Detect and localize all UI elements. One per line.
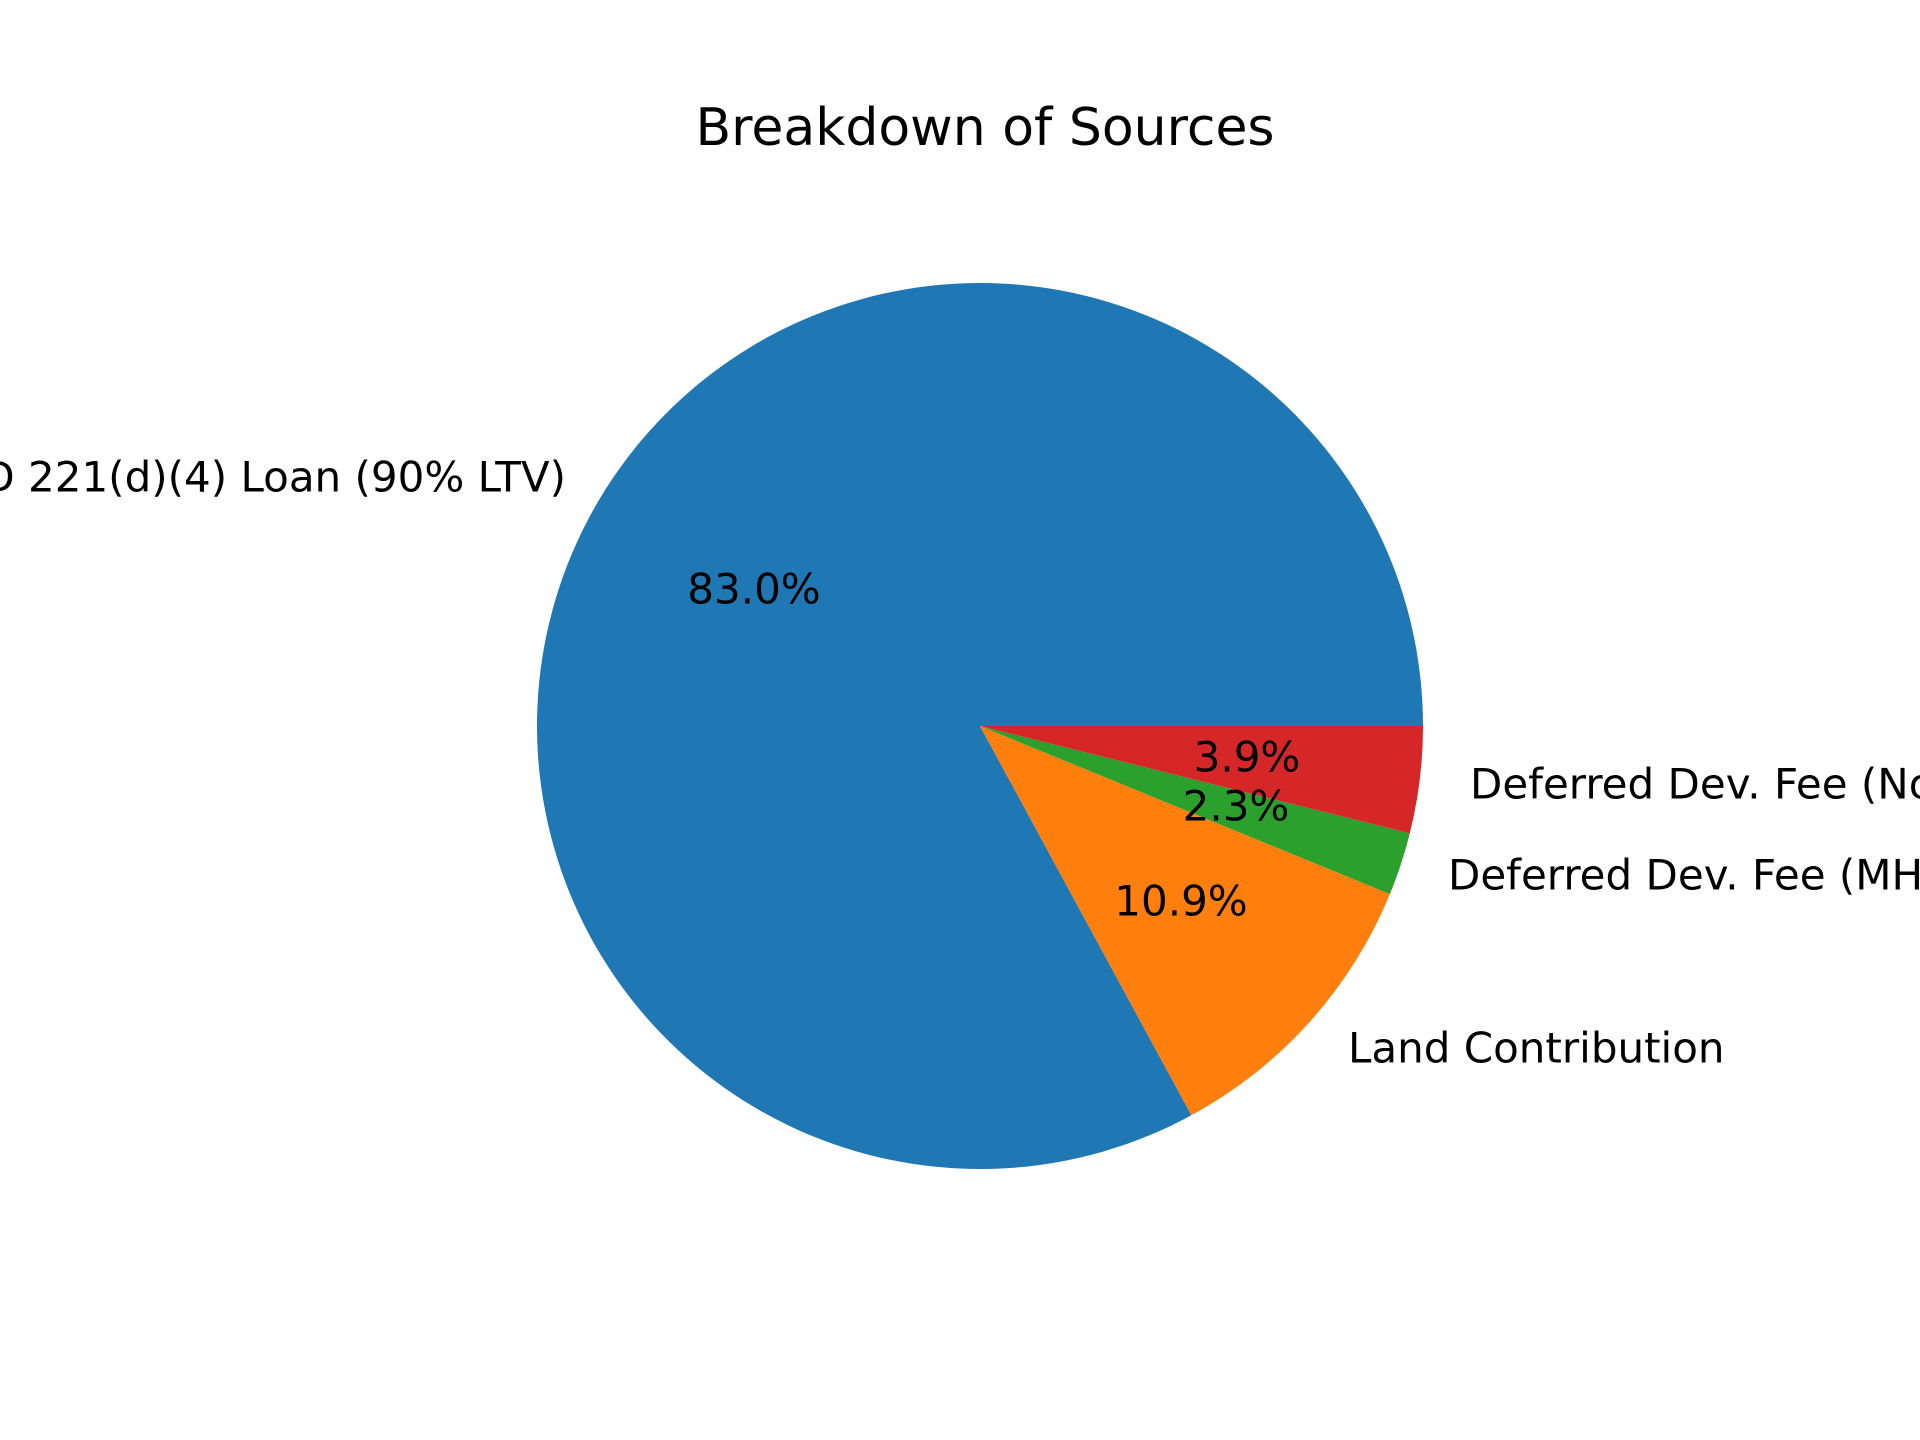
pct-label-hud-221d4-loan: 83.0% — [687, 565, 820, 614]
chart-title: Breakdown of Sources — [695, 98, 1274, 158]
pie-slice-deferred-dev-fee-mhdc — [980, 726, 1410, 895]
slice-label-deferred-dev-fee-non-mhdc: Deferred Dev. Fee (Non-MHDC) — [1470, 760, 1920, 809]
pct-label-land-contribution: 10.9% — [1114, 877, 1247, 926]
slice-label-hud-221d4-loan: HUD 221(d)(4) Loan (90% LTV) — [0, 453, 566, 502]
pct-label-deferred-dev-fee-mhdc: 2.3% — [1183, 782, 1290, 831]
pie-slice-deferred-dev-fee-non-mhdc — [980, 726, 1423, 834]
slice-label-deferred-dev-fee-mhdc: Deferred Dev. Fee (MHDC) — [1448, 851, 1920, 900]
pie-wedges — [537, 282, 1423, 1169]
pie-slice-land-contribution — [980, 726, 1390, 1116]
pct-label-deferred-dev-fee-non-mhdc: 3.9% — [1194, 733, 1301, 782]
slice-label-land-contribution: Land Contribution — [1348, 1024, 1725, 1073]
pie-slice-hud-221d4-loan — [537, 282, 1423, 1169]
